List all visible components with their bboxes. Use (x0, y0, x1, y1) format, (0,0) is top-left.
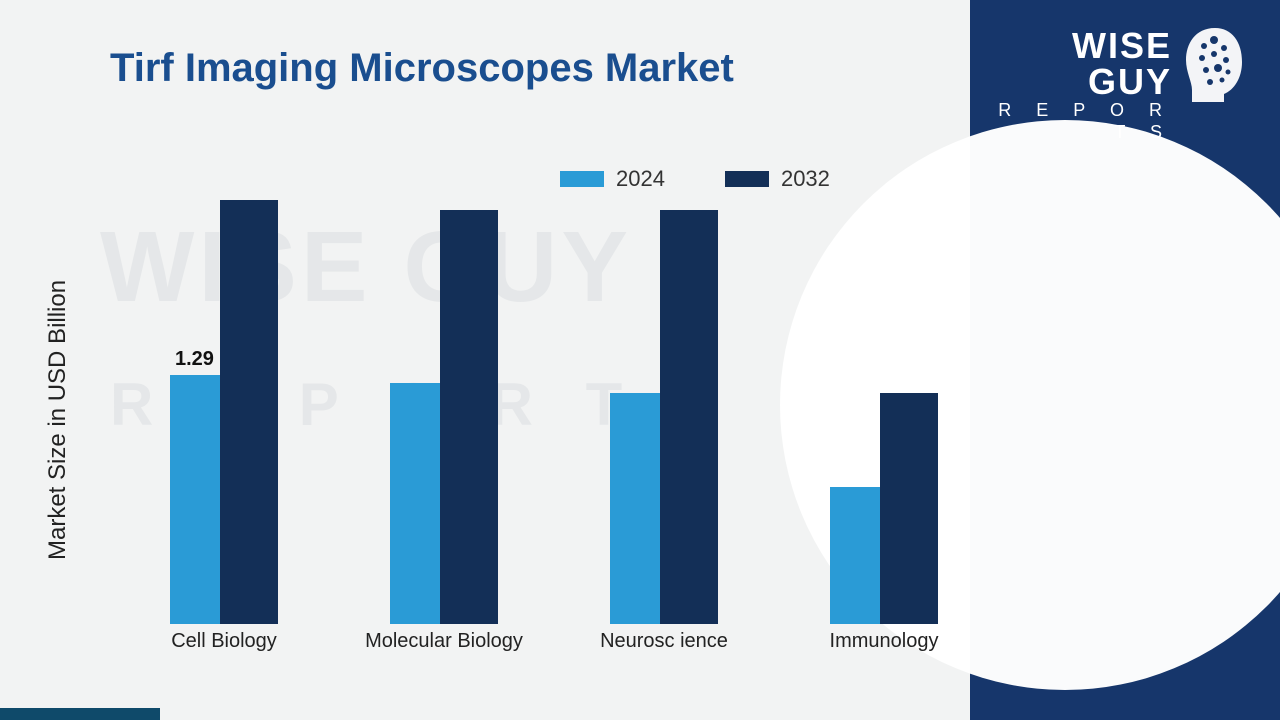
x-axis-label: Neurosc ience (584, 624, 744, 653)
legend-label-2032: 2032 (781, 166, 830, 192)
bar (880, 393, 938, 624)
logo-line2: R E P O R T S (990, 100, 1172, 143)
legend-swatch-2032 (725, 171, 769, 187)
legend-item-2024: 2024 (560, 166, 665, 192)
bar (440, 210, 498, 624)
bar (220, 200, 278, 624)
x-axis-label: Cell Biology (144, 624, 304, 653)
chart-canvas: WISE GUY R E P O R T S Tirf Imaging Micr… (0, 0, 1280, 720)
x-axis-label: Molecular Biology (364, 624, 524, 653)
bottom-accent-bar (0, 708, 160, 720)
y-axis-label: Market Size in USD Billion (44, 280, 72, 560)
legend-item-2032: 2032 (725, 166, 830, 192)
legend-label-2024: 2024 (616, 166, 665, 192)
legend-swatch-2024 (560, 171, 604, 187)
x-axis-label: Immunology (804, 624, 964, 653)
value-label: 1.29 (175, 348, 214, 371)
bar (660, 210, 718, 624)
logo-line1: WISE GUY (990, 28, 1172, 100)
plot-area: Cell BiologyMolecular BiologyNeurosc ien… (120, 200, 970, 624)
brand-logo: WISE GUY R E P O R T S (990, 28, 1250, 143)
chart-title: Tirf Imaging Microscopes Market (110, 46, 734, 91)
legend: 2024 2032 (560, 166, 830, 192)
